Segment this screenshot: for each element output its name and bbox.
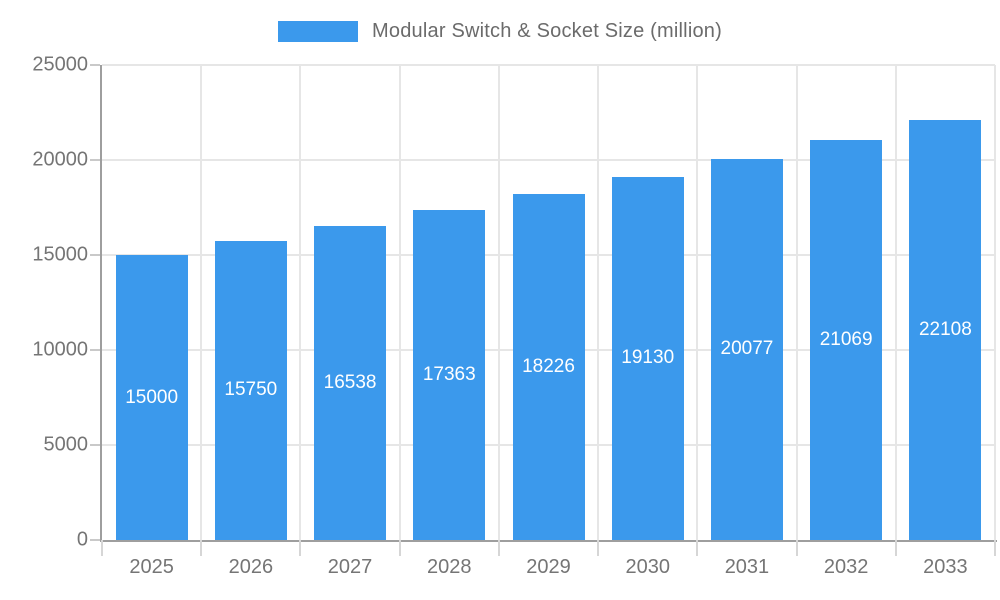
bar-2030[interactable]: 19130	[611, 176, 684, 540]
x-tick-label-2028: 2028	[427, 556, 472, 578]
bar-value-label-2026: 15750	[224, 379, 278, 401]
x-tick-mark-9	[994, 540, 996, 556]
bar-value-label-2027: 16538	[323, 371, 377, 393]
x-tick-mark-8	[894, 540, 897, 556]
x-axis-ticks	[101, 540, 996, 556]
x-tick-label-2027: 2027	[327, 556, 373, 578]
x-tick-mark-2	[299, 540, 302, 556]
x-tick-mark-1	[200, 540, 203, 556]
x-tick-mark-3	[398, 540, 401, 556]
y-tick-mark-20000	[90, 159, 100, 161]
y-tick-mark-25000	[90, 64, 100, 66]
x-tick-mark-4	[497, 540, 500, 556]
y-tick-mark-5000	[90, 444, 100, 446]
gridline-x-5	[597, 65, 600, 540]
bar-value-label-2025: 15000	[125, 386, 179, 408]
x-tick-label-2026: 2026	[228, 556, 274, 578]
bar-value-label-2032: 21069	[819, 328, 873, 350]
gridline-x-4	[497, 65, 500, 540]
y-tick-label-5000: 5000	[43, 433, 89, 456]
bar-value-label-2029: 18226	[522, 355, 575, 377]
x-tick-label-2033: 2033	[923, 556, 968, 578]
x-axis-labels: 2025 2026 2027 2028 2029 2030 2031 2032 2033	[102, 556, 995, 586]
bar-value-label-2031: 20077	[720, 338, 774, 360]
x-tick-label-2030: 2030	[625, 556, 670, 578]
gridline-y-20000	[102, 159, 995, 161]
y-tick-label-15000: 15000	[32, 243, 88, 266]
plot-area: 15000 15750 16538 17363 18226 19130 20077 21069…	[102, 64, 996, 540]
gridline-x-1	[200, 65, 203, 540]
x-tick-label-2031: 2031	[724, 556, 770, 578]
gridline-x-7	[795, 65, 798, 540]
y-tick-mark-0	[90, 539, 100, 541]
y-tick-label-20000: 20000	[32, 148, 88, 171]
bar-value-label-2033: 22108	[918, 318, 972, 340]
legend[interactable]: Modular Switch & Socket Size (million)	[0, 20, 1000, 43]
bar-2033[interactable]: 22108	[909, 119, 982, 540]
gridline-x-9	[994, 65, 996, 540]
x-tick-mark-6	[696, 540, 699, 556]
gridline-x-3	[398, 65, 401, 540]
bar-2028[interactable]: 17363	[413, 210, 486, 540]
x-tick-label-2025: 2025	[129, 556, 174, 578]
y-tick-mark-15000	[90, 254, 100, 256]
y-axis-ticks	[90, 64, 100, 541]
bar-2031[interactable]: 20077	[710, 158, 783, 540]
x-axis-line	[100, 540, 997, 542]
bar-value-label-2028: 17363	[422, 364, 476, 386]
y-axis-labels: 0 5000 10000 15000 20000 25000	[0, 54, 89, 551]
legend-label: Modular Switch & Socket Size (million)	[372, 20, 722, 42]
x-tick-mark-5	[597, 540, 600, 556]
bar-2029[interactable]: 18226	[512, 193, 585, 540]
x-tick-mark-7	[795, 540, 798, 556]
bar-value-label-2030: 19130	[621, 347, 675, 369]
gridline-x-2	[299, 65, 302, 540]
gridline-x-6	[696, 65, 699, 540]
y-tick-mark-10000	[90, 349, 100, 351]
x-tick-label-2032: 2032	[823, 556, 869, 578]
bar-2032[interactable]: 21069	[810, 139, 883, 540]
y-tick-label-25000: 25000	[32, 53, 88, 76]
y-tick-label-10000: 10000	[32, 338, 88, 361]
y-tick-label-0: 0	[76, 528, 88, 551]
legend-swatch-icon	[278, 21, 359, 42]
x-tick-label-2029: 2029	[526, 556, 571, 578]
x-tick-mark-0	[101, 540, 103, 556]
bar-2025[interactable]: 15000	[115, 255, 188, 540]
bar-2026[interactable]: 15750	[214, 240, 287, 540]
bar-2027[interactable]: 16538	[314, 225, 387, 540]
y-axis-line	[100, 65, 102, 540]
gridline-y-25000	[102, 64, 995, 66]
gridline-x-8	[894, 65, 897, 540]
